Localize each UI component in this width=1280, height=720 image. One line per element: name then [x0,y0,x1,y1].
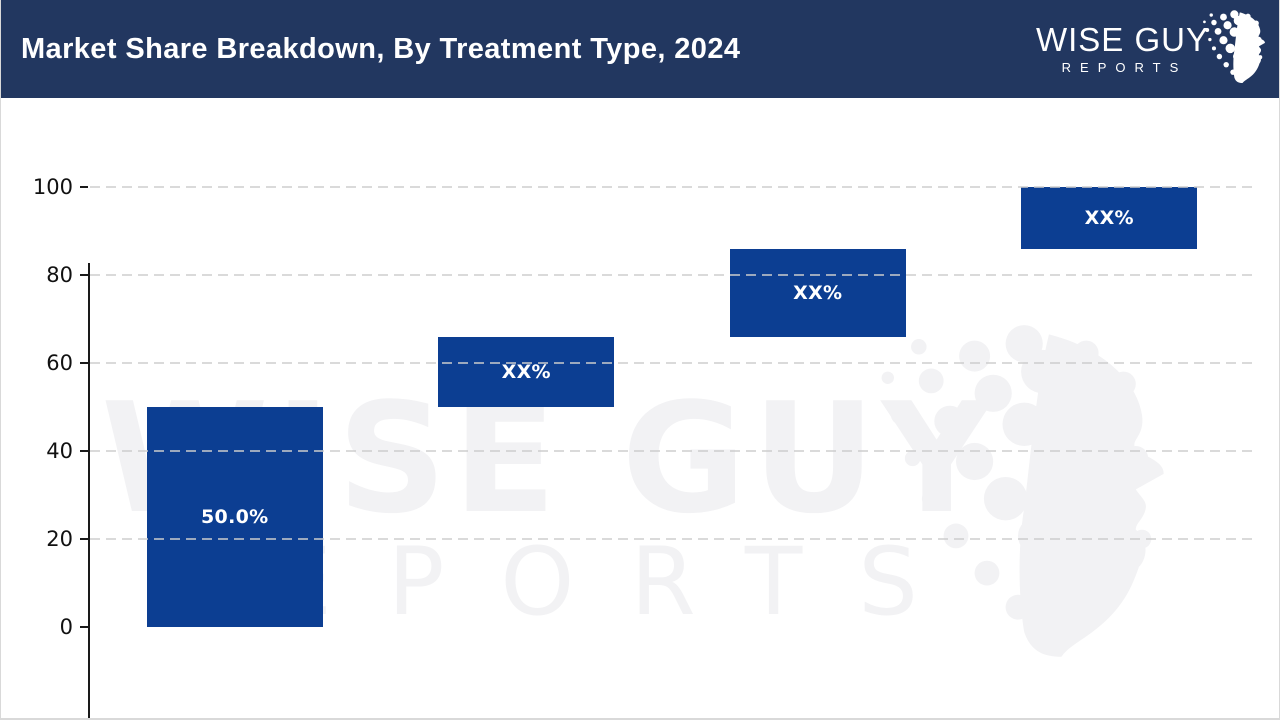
watermark-face-icon [863,320,1173,669]
logo-wordmark: WISE GUY REPORTS [1035,21,1209,76]
bar: XX% [729,248,906,337]
y-tick [80,450,88,452]
y-tick [80,362,88,364]
y-tick-label: 20 [46,527,73,551]
y-tick-label: 80 [46,263,73,287]
y-axis-line [88,263,90,718]
bar: XX% [438,336,615,407]
bar: XX% [1021,187,1198,249]
y-tick [80,186,88,188]
y-tick-label: 0 [59,615,73,639]
chart-area: WISE GUY REPORTS 50.0% XX% XX% XX% 0 20 40 60 8… [1,98,1279,718]
bar-value-label: XX% [501,360,551,383]
logo-line1: WISE GUY [1035,21,1209,58]
logo-line2: REPORTS [1061,60,1188,75]
gridline [90,274,1255,276]
gridline [90,186,1255,188]
bar-value-label: XX% [1084,206,1134,229]
header: Market Share Breakdown, By Treatment Typ… [1,0,1279,98]
bar-value-label: XX% [793,281,843,304]
bar: 50.0% [146,407,323,627]
chart-title: Market Share Breakdown, By Treatment Typ… [21,32,741,65]
logo-face-icon [1199,9,1267,89]
wise-guy-logo: WISE GUY REPORTS [1036,9,1267,89]
gridline [90,538,1255,540]
y-tick-label: 100 [32,175,73,199]
gridline [90,450,1255,452]
y-tick [80,274,88,276]
y-tick-label: 40 [46,439,73,463]
y-tick [80,626,88,628]
y-tick [80,538,88,540]
gridline [90,362,1255,364]
bar-value-label: 50.0% [201,506,269,528]
y-tick-label: 60 [46,351,73,375]
